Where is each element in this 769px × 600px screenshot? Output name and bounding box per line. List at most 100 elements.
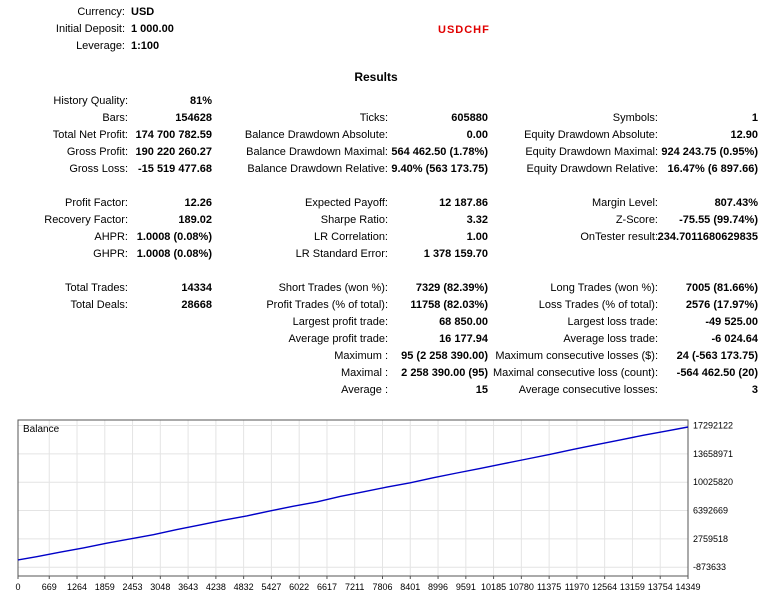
- stat-label: [488, 177, 658, 194]
- stat-value: [128, 364, 212, 381]
- x-axis-label: 1264: [67, 582, 87, 592]
- x-axis-label: 669: [42, 582, 57, 592]
- stat-value: 1.00: [466, 230, 488, 243]
- y-axis-label: 2759518: [693, 534, 728, 544]
- x-axis-label: 6617: [317, 582, 337, 592]
- x-axis-label: 10185: [481, 582, 506, 592]
- stat-value: 28668: [181, 298, 212, 311]
- stat-label: Equity Drawdown Relative:: [526, 162, 658, 175]
- plot-border: [17, 419, 689, 577]
- leverage-label: Leverage:: [76, 40, 125, 52]
- stat-label: [8, 381, 128, 398]
- stat-value: -49 525.00: [705, 315, 758, 328]
- stat-value: [388, 177, 488, 194]
- stat-label: LR Standard Error:: [295, 247, 388, 260]
- stat-label: [8, 364, 128, 381]
- stat-value: 2 258 390.00 (95): [401, 366, 488, 379]
- stat-label: [212, 177, 388, 194]
- stat-value: 12.90: [730, 128, 758, 141]
- stat-value: 1: [751, 111, 758, 124]
- stat-value: 9.40% (563 173.75): [391, 162, 488, 175]
- stat-value: 190 220 260.27: [135, 145, 212, 158]
- stat-value: [658, 262, 758, 279]
- stat-value: 81%: [189, 94, 212, 107]
- stat-value: [658, 177, 758, 194]
- x-axis-label: 11375: [537, 582, 561, 592]
- stat-label: GHPR:: [93, 247, 128, 260]
- stat-label: [212, 262, 388, 279]
- stat-value: 1 378 159.70: [423, 247, 488, 260]
- stat-value: 234.7011680629835: [657, 230, 758, 243]
- stat-value: [128, 177, 212, 194]
- stat-label: Recovery Factor:: [44, 213, 128, 226]
- stat-label: Bars:: [102, 111, 128, 124]
- stat-value: [388, 262, 488, 279]
- stat-value: [658, 245, 758, 262]
- stat-label: Total Net Profit:: [52, 128, 128, 141]
- stat-label: Maximal :: [340, 366, 388, 379]
- currency-value: USD: [131, 6, 155, 18]
- stat-label: Sharpe Ratio:: [320, 213, 388, 226]
- stat-value: 12 187.86: [439, 196, 488, 209]
- stat-label: Loss Trades (% of total):: [538, 298, 658, 311]
- stat-label: Symbols:: [612, 111, 658, 124]
- y-axis-label: 13658971: [693, 449, 733, 459]
- stat-value: 1.0008 (0.08%): [136, 247, 212, 260]
- stat-label: [8, 177, 128, 194]
- x-axis-label: 13754: [648, 582, 673, 592]
- results-title: Results: [354, 70, 398, 84]
- stat-label: [488, 92, 658, 109]
- x-axis-label: 4238: [206, 582, 226, 592]
- stat-value: 11758 (82.03%): [410, 298, 488, 311]
- stat-label: Long Trades (won %):: [550, 281, 658, 294]
- x-axis-label: 5427: [261, 582, 281, 592]
- stat-label: Average profit trade:: [288, 332, 388, 345]
- leverage-value: 1:100: [131, 40, 160, 52]
- stat-value: 3.32: [466, 213, 488, 226]
- stat-label: OnTester result:: [580, 230, 658, 243]
- stat-value: -564 462.50 (20): [676, 366, 758, 379]
- stat-label: Z-Score:: [615, 213, 658, 226]
- initial-deposit-value: 1 000.00: [131, 23, 174, 35]
- stat-label: Balance Drawdown Absolute:: [244, 128, 388, 141]
- stat-label: [488, 262, 658, 279]
- stat-label: [8, 262, 128, 279]
- stat-label: Profit Trades (% of total):: [266, 298, 388, 311]
- x-axis-label: 3048: [150, 582, 170, 592]
- stat-label: [488, 245, 658, 262]
- stat-label: Average loss trade:: [563, 332, 658, 345]
- stat-value: 7005 (81.66%): [685, 281, 758, 294]
- stat-value: 924 243.75 (0.95%): [661, 145, 758, 158]
- x-axis-label: 3643: [178, 582, 198, 592]
- stat-value: 154628: [175, 111, 212, 124]
- stat-label: [8, 330, 128, 347]
- stat-value: [128, 313, 212, 330]
- stat-value: -15 519 477.68: [137, 162, 212, 175]
- balance-chart-svg: 17292122 13658971 10025820 6392669 2759518 -8…: [15, 419, 733, 592]
- stats-grid: History Quality: 81% Bars: 154628 Ticks: 6058…: [8, 92, 758, 398]
- x-axis-label: 6022: [289, 582, 309, 592]
- stat-value: 605880: [451, 111, 488, 124]
- y-axis-label: 6392669: [693, 506, 728, 516]
- stat-value: 95 (2 258 390.00): [401, 349, 488, 362]
- stat-label: Margin Level:: [591, 196, 658, 209]
- x-axis-label: 2453: [123, 582, 143, 592]
- stat-label: Equity Drawdown Maximal:: [525, 145, 658, 158]
- y-axis-label: 17292122: [693, 421, 733, 431]
- stat-label: Maximal consecutive loss (count):: [492, 366, 658, 379]
- stat-label: Balance Drawdown Relative:: [247, 162, 388, 175]
- stat-value: 16.47% (6 897.66): [667, 162, 758, 175]
- stat-label: Ticks:: [359, 111, 388, 124]
- x-axis-label: 9591: [456, 582, 476, 592]
- x-axis-label: 8401: [400, 582, 420, 592]
- stat-value: [388, 92, 488, 109]
- currency-label: Currency:: [77, 6, 125, 18]
- stat-label: Balance Drawdown Maximal:: [246, 145, 388, 158]
- stat-label: Total Trades:: [65, 281, 128, 294]
- x-axis-label: 0: [15, 582, 20, 592]
- stat-value: -75.55 (99.74%): [679, 213, 758, 226]
- stat-value: [128, 330, 212, 347]
- y-axis-label: 10025820: [693, 477, 733, 487]
- stat-value: 2576 (17.97%): [685, 298, 758, 311]
- stat-label: Maximum consecutive losses ($):: [495, 349, 658, 362]
